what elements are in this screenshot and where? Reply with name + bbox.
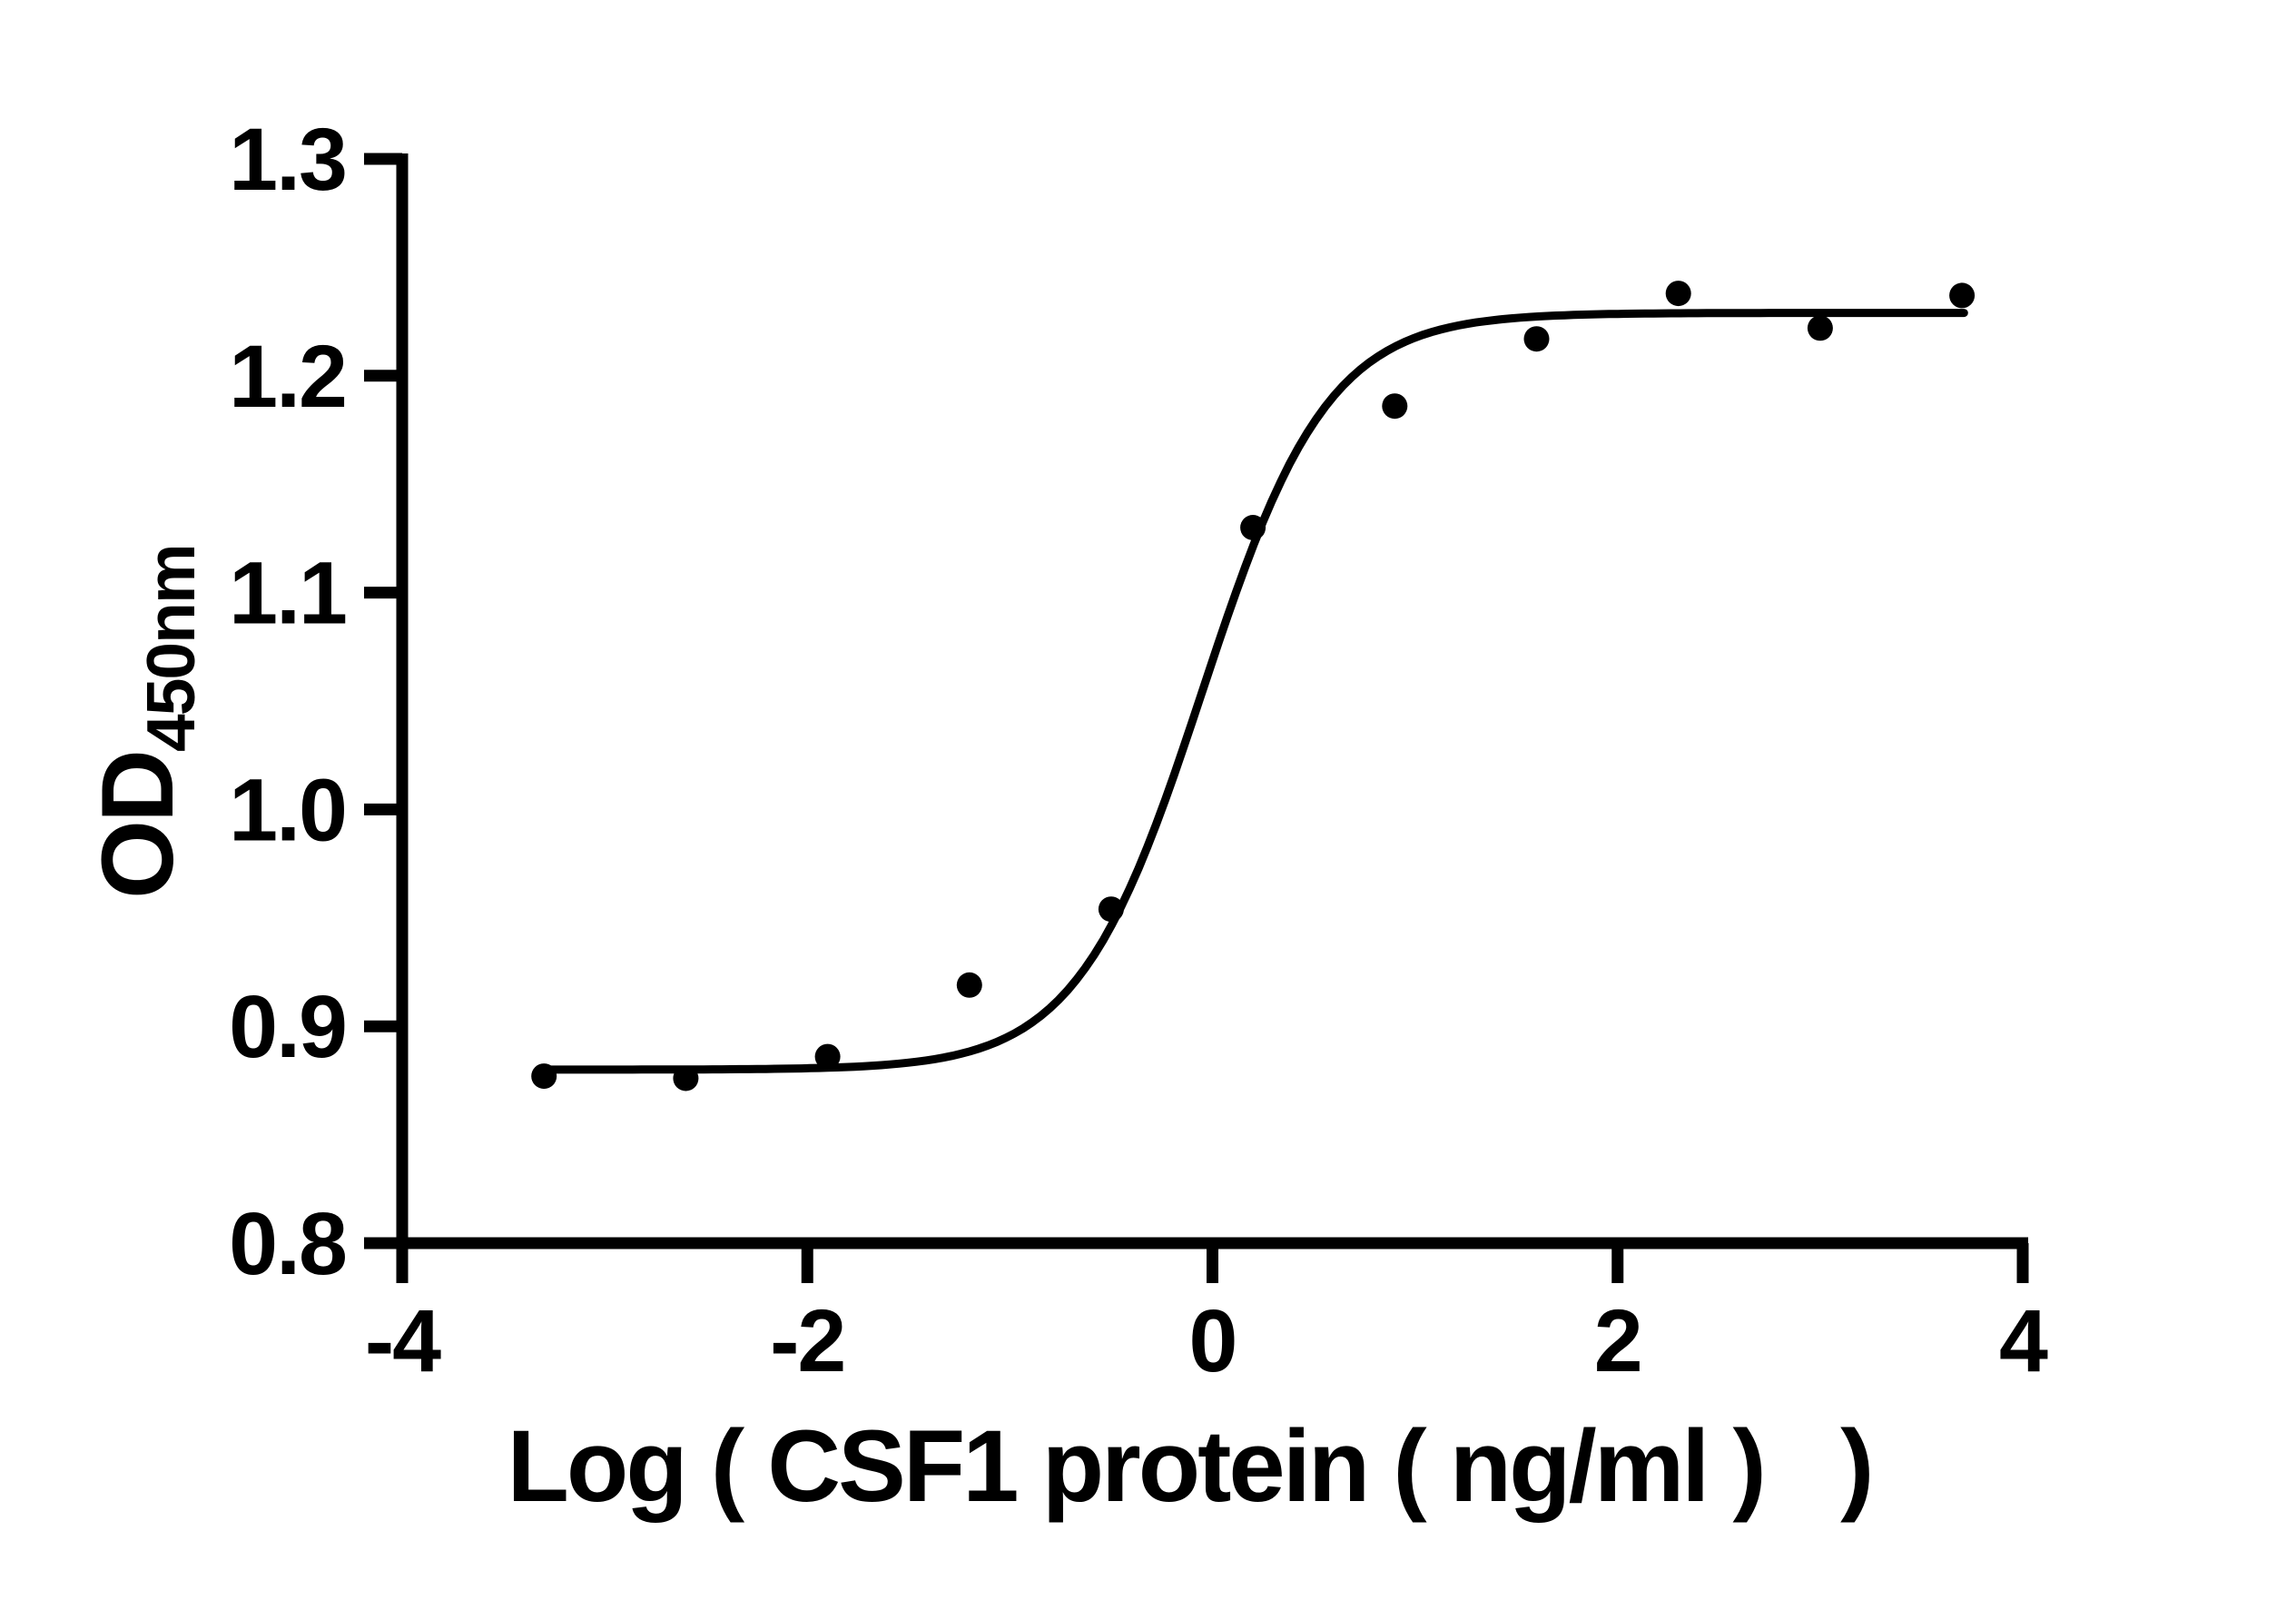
- tick-marks: [364, 153, 2029, 1283]
- data-point-4: [1098, 896, 1124, 923]
- y-axis-title-main: OD: [81, 752, 194, 899]
- data-points: [531, 281, 1976, 1091]
- y-tick-label-1.1: 1.1: [229, 544, 346, 643]
- y-tick-label-1.3: 1.3: [229, 110, 346, 209]
- data-point-3: [956, 972, 982, 998]
- x-tick-label-4: 4: [1999, 1291, 2048, 1390]
- axes: [396, 153, 2028, 1283]
- tick-labels: 0.8 0.9 1.0 1.1 1.2 1.3 -4 -2 0 2 4: [229, 110, 2050, 1390]
- y-tick-label-0.8: 0.8: [229, 1194, 346, 1293]
- y-tick-label-1.0: 1.0: [229, 760, 346, 859]
- data-point-1: [673, 1065, 699, 1091]
- y-axis-title: OD450nm: [81, 545, 209, 899]
- data-point-5: [1240, 515, 1266, 540]
- y-axis-title-subscript: 450nm: [133, 545, 209, 752]
- y-tick-label-0.9: 0.9: [229, 977, 346, 1076]
- x-tick-label-0: 0: [1189, 1291, 1237, 1390]
- x-tick-label-2: 2: [1594, 1291, 1641, 1390]
- data-point-0: [531, 1063, 557, 1090]
- y-tick-label-1.2: 1.2: [229, 327, 346, 426]
- x-tick-label--2: -2: [770, 1291, 844, 1390]
- data-point-2: [814, 1043, 841, 1070]
- data-point-6: [1382, 393, 1408, 420]
- x-axis-title: Log ( CSF1 protein ( ng/ml ) ): [507, 1409, 1872, 1523]
- data-point-10: [1949, 282, 1976, 309]
- data-point-9: [1807, 315, 1833, 341]
- fit-curve: [539, 309, 1968, 1074]
- data-point-7: [1523, 326, 1550, 352]
- data-point-8: [1665, 281, 1691, 307]
- x-tick-label--4: -4: [365, 1291, 441, 1390]
